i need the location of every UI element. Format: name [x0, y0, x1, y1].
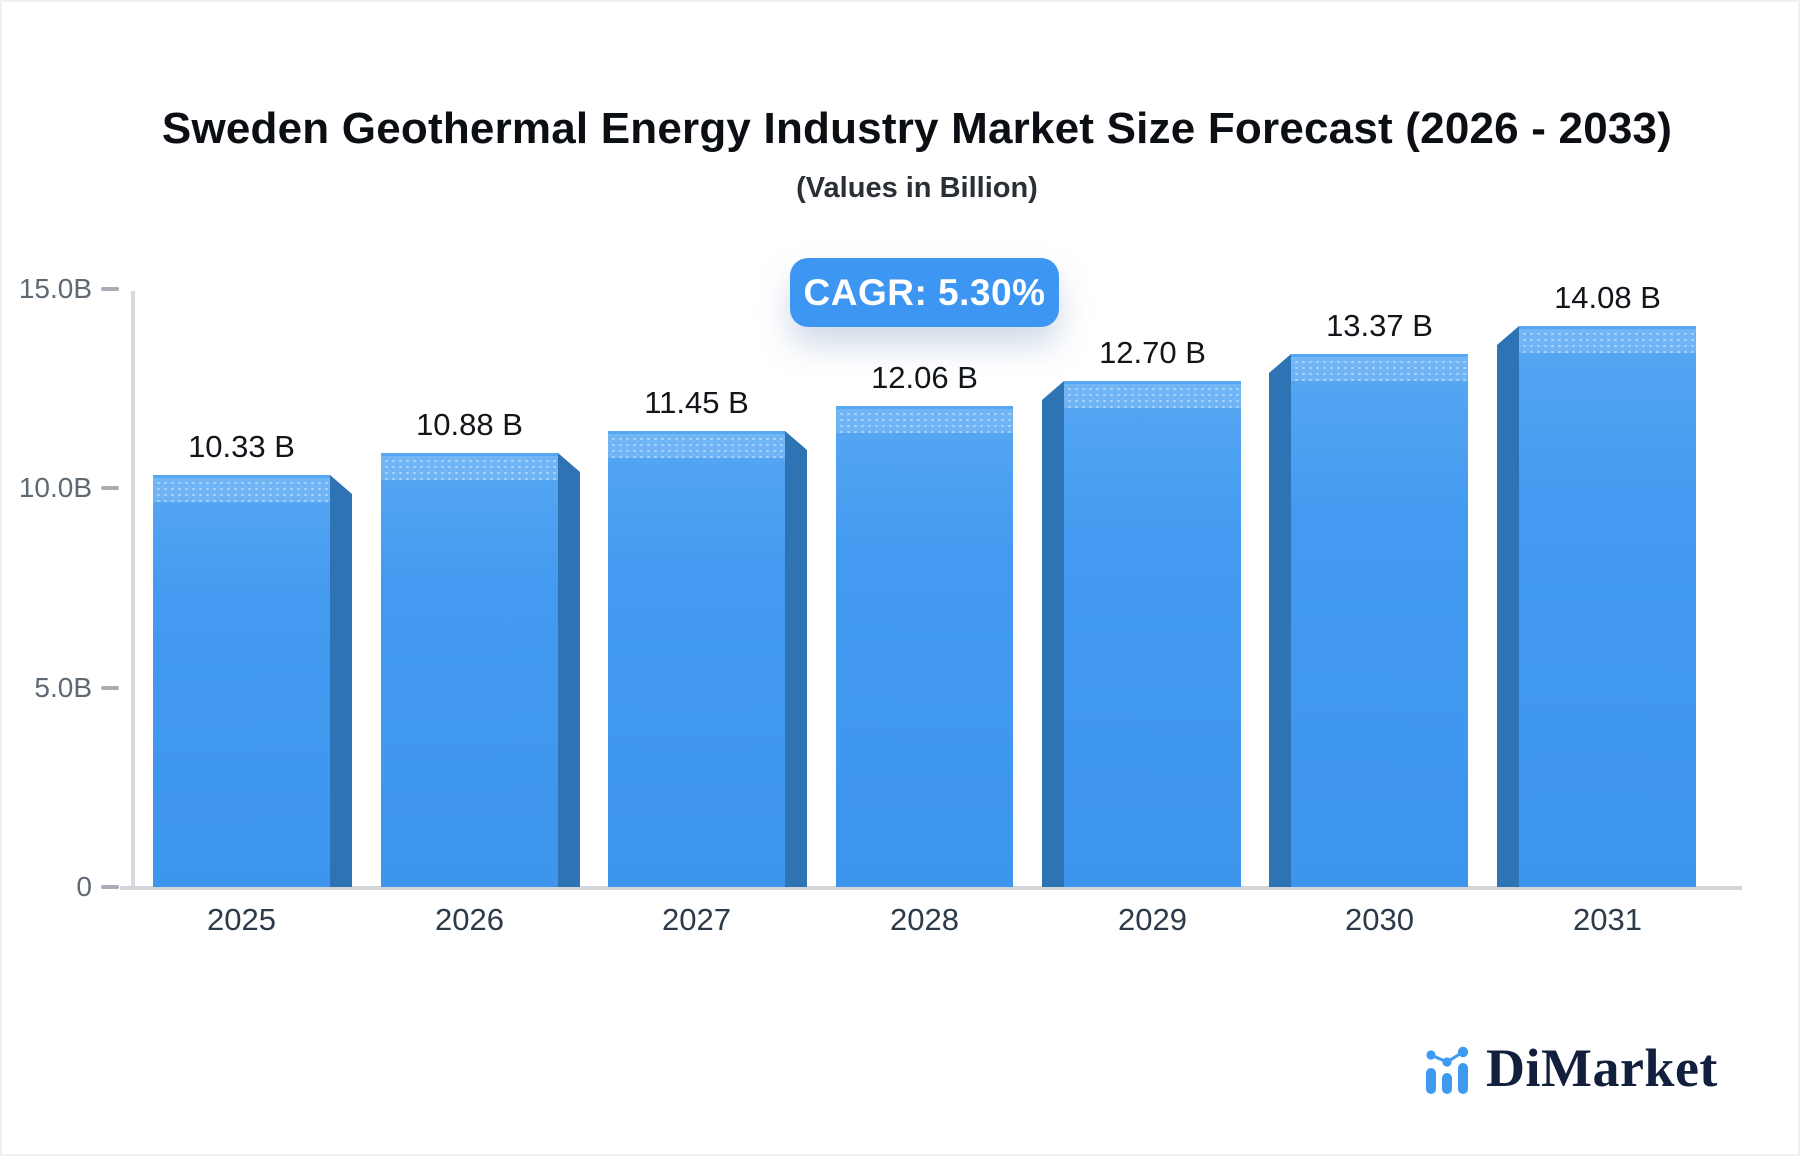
- y-tick-mark: [101, 486, 119, 491]
- bar-top-highlight: [1064, 384, 1241, 408]
- x-axis-label: 2027: [662, 902, 731, 937]
- bar: [1519, 326, 1696, 887]
- bar-value-label: 14.08 B: [1554, 280, 1661, 315]
- bar: [1064, 381, 1241, 887]
- cagr-badge-label: CAGR: 5.30%: [803, 271, 1046, 313]
- bar-side-face: [1269, 354, 1291, 887]
- x-axis-label: 2026: [435, 902, 504, 937]
- bar-side-face: [785, 431, 807, 887]
- x-axis-label: 2025: [207, 902, 276, 937]
- dimarket-logo-icon: [1426, 1046, 1469, 1094]
- x-axis-baseline: [120, 886, 1742, 890]
- y-tick-mark: [101, 685, 119, 690]
- bar-value-label: 12.06 B: [871, 360, 978, 395]
- x-axis-label: 2031: [1573, 902, 1642, 937]
- bar-value-label: 10.88 B: [416, 407, 523, 442]
- y-axis-line: [131, 291, 135, 888]
- bar: [836, 406, 1013, 887]
- bar: [153, 475, 330, 887]
- y-tick-label: 0: [76, 871, 92, 902]
- chart-title: Sweden Geothermal Energy Industry Market…: [161, 104, 1673, 153]
- x-axis-label: 2028: [890, 902, 959, 937]
- bar-side-face: [1497, 326, 1519, 887]
- bar: [608, 431, 785, 887]
- bar-value-label: 10.33 B: [188, 429, 295, 464]
- y-tick-mark: [101, 287, 119, 291]
- bar-side-face: [558, 453, 580, 887]
- x-axis-label: 2029: [1118, 902, 1187, 937]
- brand-logo: DiMarket: [1426, 1038, 1718, 1098]
- bar-side-face: [1042, 381, 1064, 887]
- bar: [1291, 354, 1468, 887]
- y-tick-mark: [101, 885, 119, 889]
- bar-top-highlight: [381, 456, 558, 480]
- y-tick-label: 5.0B: [34, 671, 92, 703]
- bar-top-highlight: [153, 478, 330, 502]
- bar-value-label: 12.70 B: [1099, 335, 1206, 370]
- bar-top-highlight: [836, 409, 1013, 433]
- bar-top-highlight: [1519, 329, 1696, 353]
- y-tick-label: 15.0B: [18, 273, 92, 304]
- bar-value-label: 13.37 B: [1326, 308, 1433, 343]
- bar-value-label: 11.45 B: [644, 385, 749, 420]
- bar-top-highlight: [1291, 357, 1468, 381]
- y-tick-label: 10.0B: [18, 472, 92, 504]
- bar-side-face: [330, 475, 352, 887]
- bar: [381, 453, 558, 887]
- cagr-badge: CAGR: 5.30%: [790, 258, 1059, 327]
- bar-top-highlight: [608, 434, 785, 458]
- chart-subtitle: (Values in Billion): [796, 172, 1038, 204]
- x-axis-label: 2030: [1345, 902, 1414, 937]
- brand-name: DiMarket: [1486, 1038, 1718, 1098]
